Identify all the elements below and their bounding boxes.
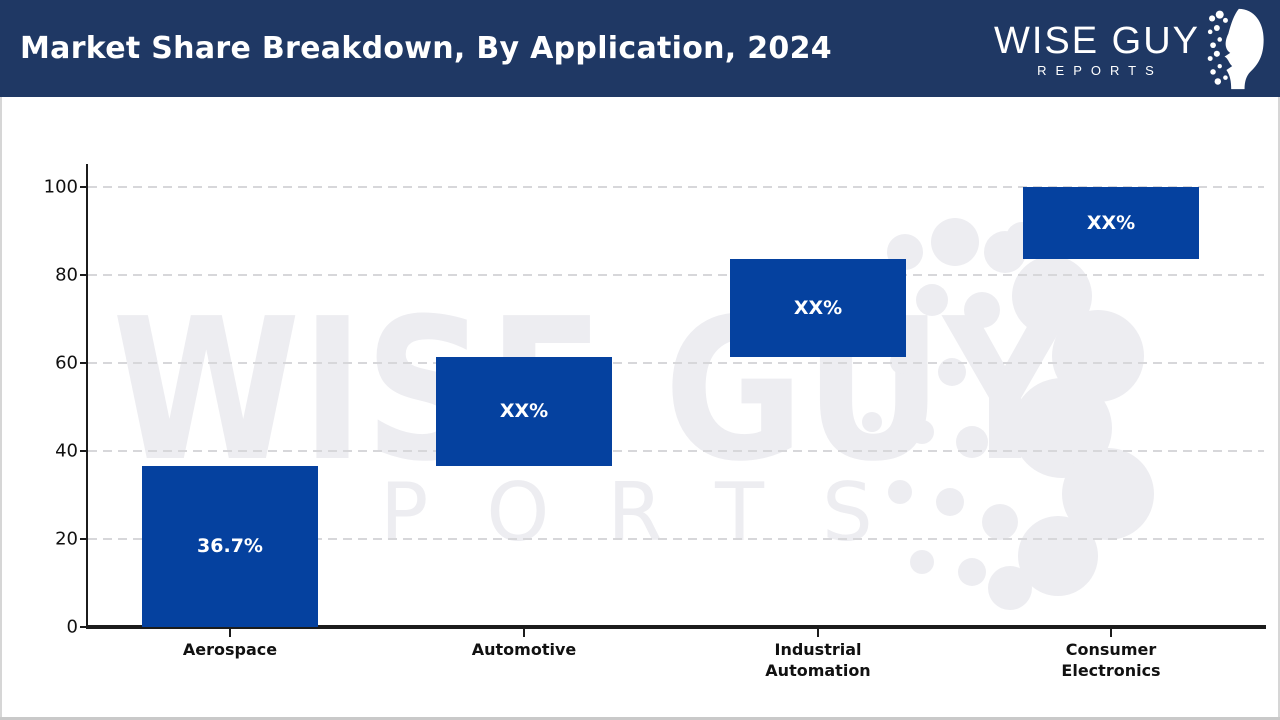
x-category-label-aerospace: Aerospace <box>182 640 278 659</box>
card-border-right <box>1278 97 1280 720</box>
brand-logo: WISE GUY REPORTS <box>994 6 1266 92</box>
y-tick-label-20: 20 <box>55 528 78 550</box>
bar-value-label: XX% <box>793 296 843 319</box>
gridline-100 <box>88 186 1264 188</box>
y-tick-label-40: 40 <box>55 440 78 462</box>
bar-value-label: XX% <box>1086 212 1136 235</box>
x-tick-mark <box>229 629 231 637</box>
y-tick-label-60: 60 <box>55 352 78 374</box>
bar-industrial-automation: XX% <box>730 259 906 357</box>
y-tick-label-0: 0 <box>66 616 78 638</box>
y-tick-mark-20 <box>80 538 88 540</box>
y-tick-label-80: 80 <box>55 264 78 286</box>
x-category-label-automotive: Automotive <box>471 640 577 659</box>
bar-value-label: 36.7% <box>197 535 263 558</box>
gridline-80 <box>88 274 1264 276</box>
x-tick-mark <box>817 629 819 637</box>
y-tick-mark-0 <box>80 626 88 628</box>
y-tick-mark-40 <box>80 450 88 452</box>
bar-value-label: XX% <box>499 400 549 423</box>
card-border-left <box>0 97 2 720</box>
x-category-label-industrial-automation: Industrial Automation <box>765 640 871 680</box>
gridline-20 <box>88 538 1264 540</box>
logo-wordmark: WISE GUY <box>993 19 1200 62</box>
gridline-40 <box>88 450 1264 452</box>
y-tick-label-100: 100 <box>43 176 78 198</box>
bar-aerospace: 36.7% <box>142 465 318 627</box>
page-title: Market Share Breakdown, By Application, … <box>20 31 832 66</box>
y-tick-mark-60 <box>80 362 88 364</box>
header-bar: Market Share Breakdown, By Application, … <box>0 0 1280 97</box>
logo-face-icon <box>1207 8 1264 90</box>
gridline-60 <box>88 362 1264 364</box>
x-tick-mark <box>523 629 525 637</box>
bar-automotive: XX% <box>436 356 612 466</box>
x-axis-line <box>86 625 1266 629</box>
bar-consumer-electronics: XX% <box>1023 187 1199 260</box>
y-tick-mark-80 <box>80 274 88 276</box>
brand-logo-text: WISE GUY REPORTS <box>994 21 1200 78</box>
x-category-label-consumer-electronics: Consumer Electronics <box>1061 640 1161 680</box>
logo-subtitle: REPORTS <box>1037 62 1163 78</box>
y-tick-mark-100 <box>80 186 88 188</box>
card-border-bottom <box>0 717 1280 720</box>
y-axis-line <box>86 164 88 629</box>
x-tick-mark <box>1110 629 1112 637</box>
